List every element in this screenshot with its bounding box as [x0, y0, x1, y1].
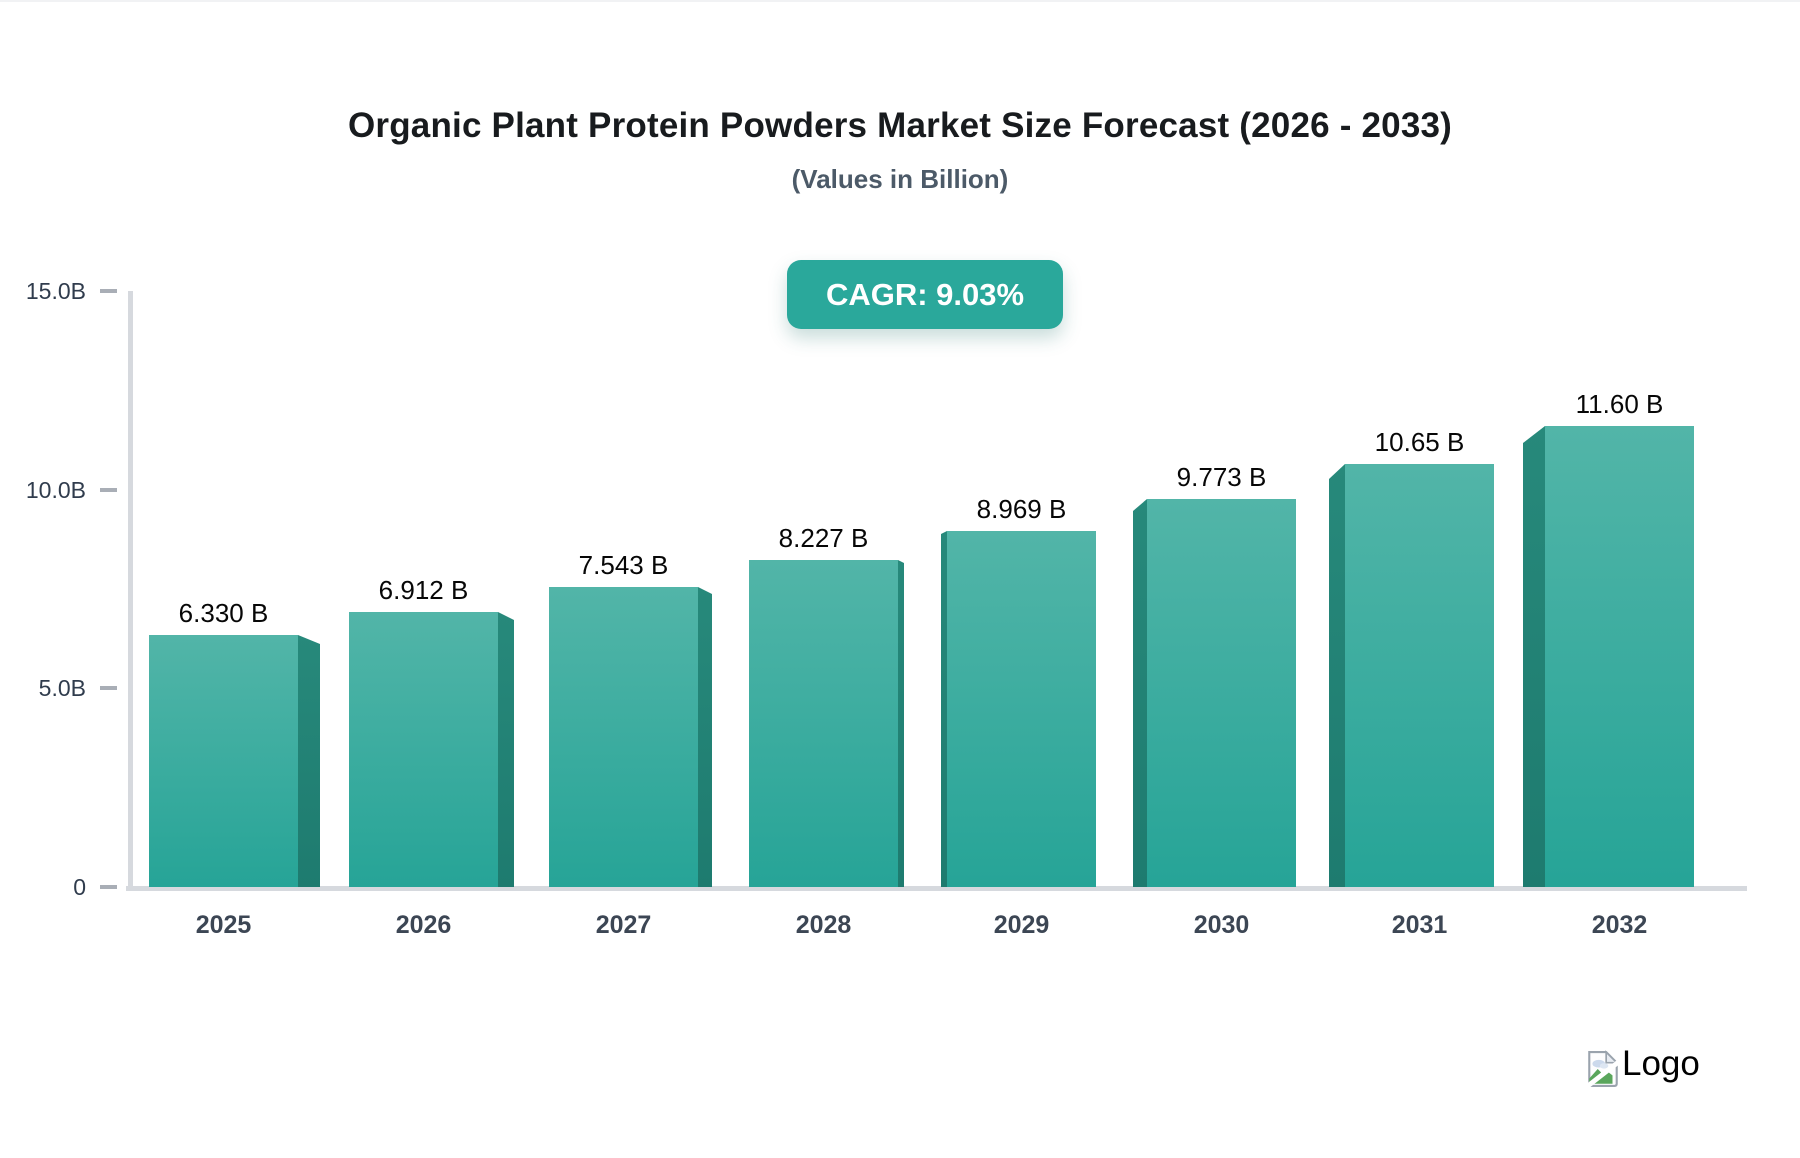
bar-value-label-2030: 9.773 B: [1176, 462, 1267, 492]
y-axis-tick-label: 10.0B: [25, 476, 86, 503]
bar-2032-3d-side: [1523, 426, 1545, 887]
x-axis-label-2028: 2028: [795, 911, 852, 939]
y-axis-tick-dash: [100, 885, 117, 889]
bar-2031-3d-side: [1329, 464, 1345, 887]
bar-2032: [1545, 426, 1694, 887]
bar-2025: [149, 635, 298, 887]
bar-value-label-2028: 8.227 B: [778, 523, 869, 553]
x-axis-label-2026: 2026: [395, 911, 452, 939]
bar-2029: [947, 531, 1096, 887]
broken-image-icon: [1585, 1050, 1621, 1088]
bar-2025-3d-side: [298, 635, 320, 887]
bar-2031: [1345, 464, 1494, 887]
bar-2027: [549, 587, 698, 887]
bar-value-label-2031: 10.65 B: [1374, 427, 1465, 457]
x-axis-line: [126, 886, 1747, 891]
cagr-badge-label: CAGR: 9.03%: [825, 276, 1025, 312]
x-axis-label-2027: 2027: [595, 911, 652, 939]
x-axis-label-2032: 2032: [1591, 911, 1648, 939]
bar-2026: [349, 612, 498, 887]
bar-value-label-2027: 7.543 B: [578, 550, 669, 580]
y-axis-tick-dash: [100, 686, 117, 691]
bar-2026-3d-side: [498, 612, 514, 887]
bar-value-label-2025: 6.330 B: [178, 598, 269, 628]
bar-2028-3d-side: [898, 560, 904, 887]
logo: Logo: [1585, 1040, 1700, 1088]
bar-value-label-2032: 11.60 B: [1575, 389, 1664, 419]
bar-2028: [749, 560, 898, 887]
bar-2030-3d-side: [1133, 499, 1147, 887]
cagr-badge: CAGR: 9.03%: [787, 260, 1063, 329]
chart-title: Organic Plant Protein Powders Market Siz…: [347, 106, 1453, 145]
bar-2029-3d-side: [941, 531, 947, 887]
bar-value-label-2029: 8.969 B: [976, 494, 1067, 524]
y-axis-tick-dash: [100, 487, 117, 492]
y-axis-tick-label: 0: [73, 874, 86, 900]
x-axis-label-2029: 2029: [993, 911, 1050, 939]
bar-2030: [1147, 499, 1296, 887]
chart-subtitle: (Values in Billion): [791, 164, 1009, 194]
bar-value-label-2026: 6.912 B: [378, 575, 469, 605]
x-axis-label-2030: 2030: [1193, 911, 1250, 939]
y-axis-line: [128, 291, 133, 888]
bar-2027-3d-side: [698, 587, 712, 887]
y-axis-tick-label: 5.0B: [38, 675, 86, 702]
y-axis-tick-label: 15.0B: [25, 278, 86, 304]
x-axis-label-2031: 2031: [1391, 911, 1448, 939]
logo-alt-text: Logo: [1622, 1044, 1700, 1083]
x-axis-label-2025: 2025: [195, 911, 252, 939]
y-axis-tick-dash: [100, 289, 117, 293]
